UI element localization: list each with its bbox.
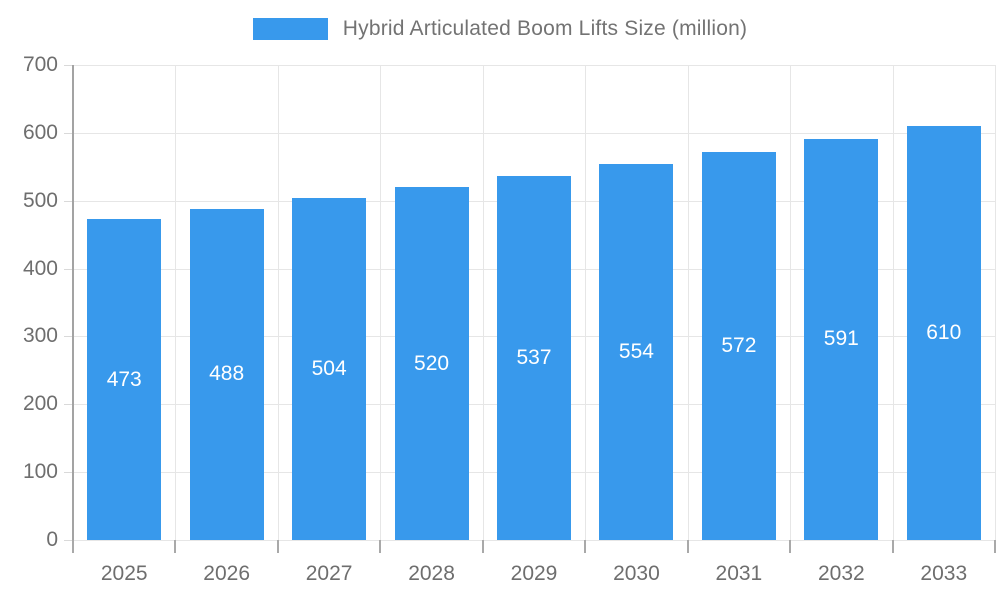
v-gridline (277, 65, 279, 540)
bar[interactable] (497, 175, 571, 540)
h-gridline (73, 132, 995, 134)
y-tick-label: 200 (22, 392, 58, 416)
x-tick-label: 2031 (715, 562, 763, 585)
legend[interactable]: Hybrid Articulated Boom Lifts Size (mill… (0, 17, 1000, 41)
x-axis-tick (379, 540, 382, 553)
y-axis-tick (64, 65, 73, 66)
bar[interactable] (292, 198, 367, 540)
x-axis-tick (72, 540, 74, 553)
y-tick-label: 0 (46, 528, 58, 551)
y-tick-label: 100 (22, 460, 58, 484)
legend-label[interactable]: Hybrid Articulated Boom Lifts Size (mill… (342, 17, 748, 40)
bar[interactable] (804, 138, 879, 540)
bar[interactable] (394, 187, 469, 540)
y-axis-tick (64, 404, 73, 406)
y-tick-label: 500 (22, 188, 58, 212)
v-gridline (585, 65, 587, 540)
bar[interactable] (906, 126, 981, 540)
x-tick-label: 2032 (817, 562, 865, 585)
y-axis-tick (64, 132, 73, 134)
bar-value-label: 504 (311, 357, 347, 380)
v-gridline (892, 65, 894, 540)
x-axis-tick (994, 540, 996, 553)
bar-value-label: 591 (823, 327, 859, 351)
bar[interactable] (599, 164, 674, 540)
y-axis-tick (64, 336, 73, 338)
bar-value-label: 554 (618, 340, 654, 364)
bar[interactable] (701, 151, 776, 540)
x-axis-tick (686, 540, 689, 553)
x-tick-label: 2030 (613, 562, 660, 585)
bar[interactable] (189, 208, 264, 540)
x-tick-label: 2029 (510, 562, 558, 585)
bar-value-label: 488 (209, 362, 245, 386)
v-gridline (175, 65, 177, 540)
bar-value-label: 537 (516, 345, 552, 369)
x-axis-tick (584, 540, 587, 553)
bar[interactable] (87, 219, 162, 540)
v-gridline (790, 65, 792, 540)
h-gridline (73, 540, 995, 541)
v-gridline (687, 65, 689, 540)
y-axis-tick (64, 268, 73, 270)
y-axis-tick (64, 540, 73, 541)
v-gridline (380, 65, 382, 540)
x-tick-label: 2028 (408, 562, 455, 585)
x-tick-label: 2033 (920, 562, 968, 585)
x-tick-label: 2027 (305, 562, 353, 585)
y-axis-line (72, 65, 74, 540)
h-gridline (73, 65, 995, 66)
bar-value-label: 572 (721, 333, 757, 357)
x-axis-tick (891, 540, 894, 553)
y-tick-label: 700 (22, 53, 58, 76)
y-tick-label: 600 (22, 120, 58, 144)
bar-value-label: 473 (106, 367, 142, 391)
x-tick-label: 2026 (203, 562, 251, 585)
x-axis-tick (276, 540, 279, 553)
x-axis-tick (789, 540, 792, 553)
y-axis-tick (64, 472, 73, 474)
y-tick-label: 400 (22, 256, 58, 280)
bar-value-label: 610 (926, 321, 962, 345)
x-axis-tick (481, 540, 484, 553)
v-gridline (482, 65, 484, 540)
x-tick-label: 2025 (100, 562, 148, 585)
y-tick-label: 300 (22, 324, 58, 348)
y-axis-tick (64, 200, 73, 202)
legend-swatch[interactable] (252, 18, 328, 40)
v-gridline (995, 65, 996, 540)
bar-value-label: 520 (414, 351, 450, 375)
x-axis-tick (174, 540, 177, 553)
